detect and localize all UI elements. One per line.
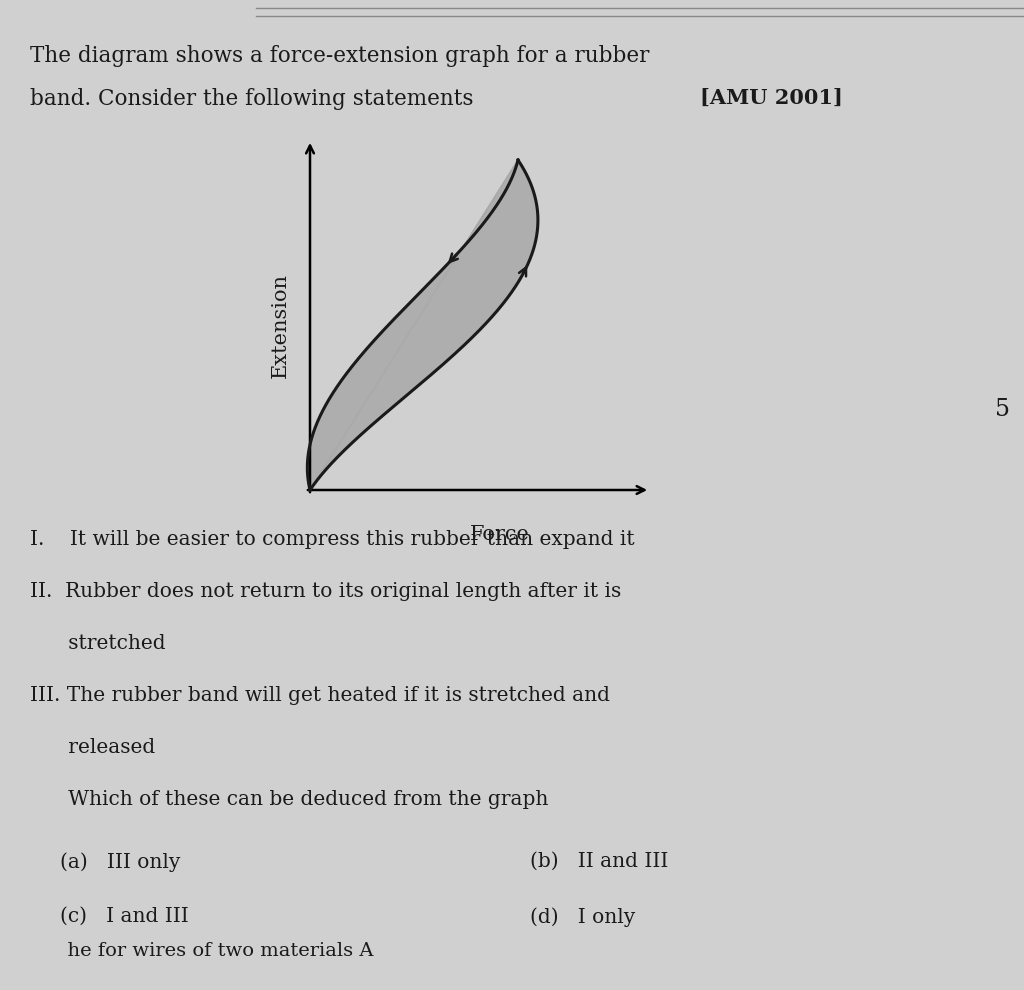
Text: (b)   II and III: (b) II and III bbox=[530, 852, 669, 871]
Text: 5: 5 bbox=[995, 399, 1010, 422]
Text: [AMU 2001]: [AMU 2001] bbox=[700, 88, 843, 108]
Text: II.  Rubber does not return to its original length after it is: II. Rubber does not return to its origin… bbox=[30, 582, 622, 601]
Text: (d)   I only: (d) I only bbox=[530, 907, 635, 927]
Text: released: released bbox=[30, 738, 156, 757]
Text: stretched: stretched bbox=[30, 634, 166, 653]
Text: band. Consider the following statements: band. Consider the following statements bbox=[30, 88, 473, 110]
Polygon shape bbox=[307, 160, 538, 490]
Text: III. The rubber band will get heated if it is stretched and: III. The rubber band will get heated if … bbox=[30, 686, 610, 705]
Text: Extension: Extension bbox=[270, 272, 290, 377]
Text: (c)   I and III: (c) I and III bbox=[60, 907, 188, 926]
Text: he for wires of two materials A: he for wires of two materials A bbox=[30, 942, 374, 960]
Text: Force: Force bbox=[470, 525, 530, 544]
Text: I.    It will be easier to compress this rubber than expand it: I. It will be easier to compress this ru… bbox=[30, 530, 635, 549]
Text: Which of these can be deduced from the graph: Which of these can be deduced from the g… bbox=[30, 790, 549, 809]
Text: (a)   III only: (a) III only bbox=[60, 852, 180, 871]
Text: The diagram shows a force-extension graph for a rubber: The diagram shows a force-extension grap… bbox=[30, 45, 649, 67]
